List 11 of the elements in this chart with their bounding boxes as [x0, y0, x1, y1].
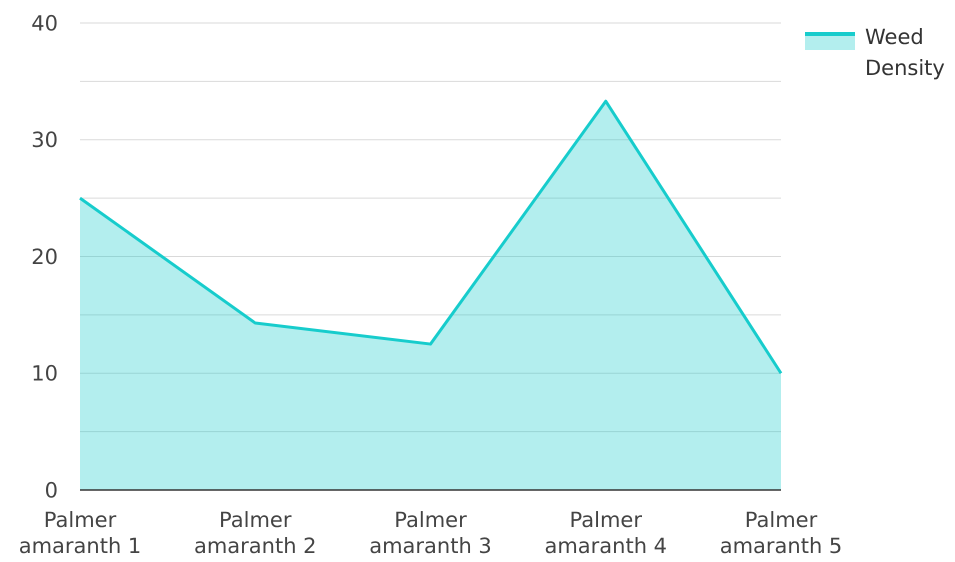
- y-tick-label: 10: [31, 362, 58, 386]
- x-tick-label: Palmer amaranth 3: [369, 508, 492, 558]
- x-tick-label: Palmer amaranth 2: [194, 508, 317, 558]
- y-tick-label: 0: [44, 478, 58, 502]
- x-tick-label: Palmer amaranth 4: [544, 508, 668, 558]
- legend-label: Weed Density: [865, 24, 946, 82]
- y-tick-label: 40: [31, 11, 58, 36]
- x-tick-label: Palmer amaranth 1: [18, 508, 142, 558]
- x-tick-label: Palmer amaranth 5: [720, 508, 842, 558]
- y-tick-label: 30: [31, 128, 58, 152]
- y-tick-label: 20: [31, 244, 58, 269]
